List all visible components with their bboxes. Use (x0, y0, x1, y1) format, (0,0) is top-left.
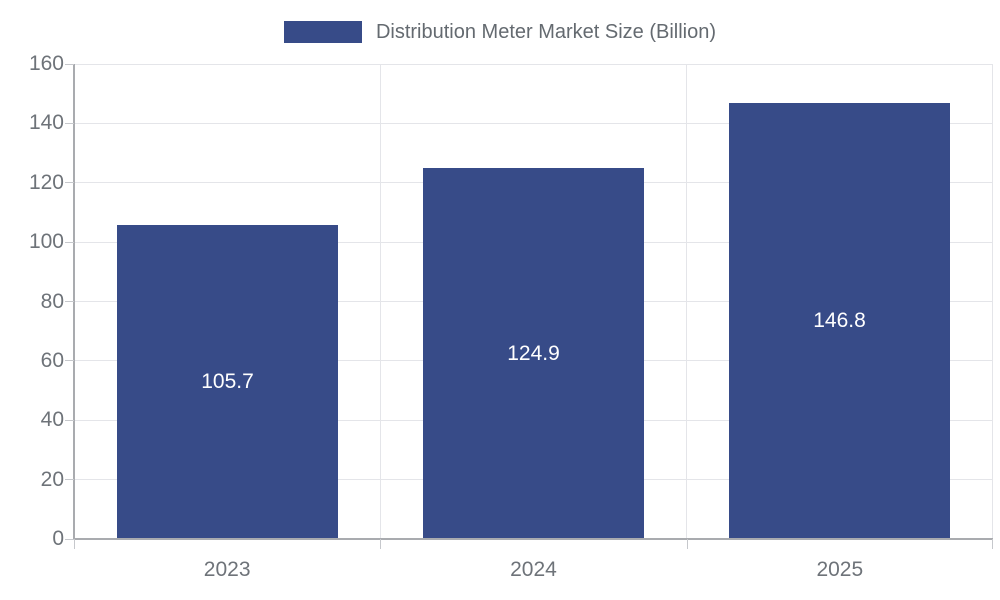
y-axis-tick (65, 479, 74, 481)
gridline-h (74, 122, 993, 124)
y-axis-tick (65, 360, 74, 362)
bar-2024[interactable] (423, 168, 644, 539)
x-axis-label: 2025 (816, 558, 864, 581)
x-axis-tick (992, 539, 993, 549)
y-axis-tick-label: 80 (40, 289, 64, 313)
y-axis-tick-label: 60 (40, 348, 64, 372)
legend-label: Distribution Meter Market Size (Billion) (375, 21, 717, 43)
y-axis-tick (65, 63, 74, 65)
y-axis-tick (65, 419, 74, 421)
bar-value-label: 146.8 (813, 309, 866, 332)
y-axis-tick-label: 0 (52, 527, 64, 550)
y-axis-tick (65, 182, 74, 184)
y-axis-tick (65, 122, 74, 124)
gridline-h (74, 63, 993, 65)
y-axis-tick (65, 538, 74, 540)
y-axis-tick-label: 20 (40, 467, 64, 491)
gridline-v (379, 64, 381, 539)
y-axis-tick-label: 120 (28, 170, 64, 194)
x-axis-line (73, 538, 993, 540)
x-axis-label: 2024 (510, 558, 557, 581)
bar-value-label: 105.7 (201, 370, 254, 393)
bar-2023[interactable] (117, 225, 338, 539)
y-axis-tick-label: 40 (40, 408, 64, 432)
y-axis-tick-label: 160 (28, 52, 64, 75)
plot-right-border (992, 64, 993, 548)
y-axis-tick (65, 241, 74, 243)
plot-area: 105.7 124.9 146.8 (65, 63, 993, 549)
y-axis-tick-label: 140 (28, 111, 64, 135)
x-axis-label: 2023 (203, 558, 251, 581)
legend[interactable]: Distribution Meter Market Size (Billion) (0, 20, 1000, 44)
x-axis-tick (380, 539, 382, 549)
x-axis-tick (74, 539, 75, 549)
y-axis-line (73, 64, 75, 539)
x-axis-tick (686, 539, 688, 549)
legend-swatch (283, 21, 362, 43)
y-axis-tick (65, 301, 74, 302)
gridline-v (686, 64, 688, 539)
bar-2025[interactable] (729, 103, 950, 539)
bar-value-label: 124.9 (507, 342, 560, 365)
y-axis-tick-label: 100 (28, 230, 64, 254)
